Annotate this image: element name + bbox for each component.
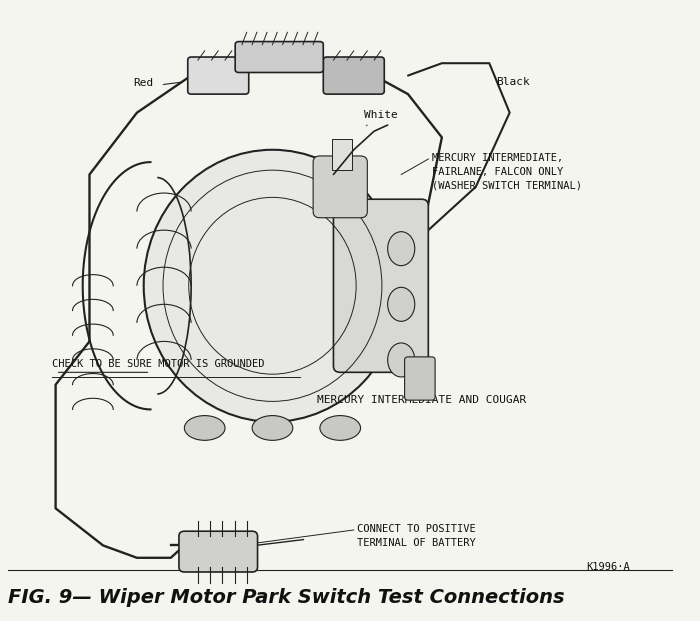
Text: Red: Red: [134, 78, 154, 88]
Text: K1996·A: K1996·A: [586, 562, 630, 572]
Ellipse shape: [388, 288, 415, 321]
Ellipse shape: [320, 415, 360, 440]
Ellipse shape: [388, 232, 415, 266]
Text: FIG. 9— Wiper Motor Park Switch Test Connections: FIG. 9— Wiper Motor Park Switch Test Con…: [8, 588, 565, 607]
Ellipse shape: [184, 415, 225, 440]
Ellipse shape: [144, 150, 401, 422]
Text: Black: Black: [496, 77, 530, 87]
Ellipse shape: [252, 415, 293, 440]
Text: MERCURY INTERMEDIATE AND COUGAR: MERCURY INTERMEDIATE AND COUGAR: [317, 395, 526, 405]
Text: White: White: [364, 110, 398, 120]
FancyBboxPatch shape: [313, 156, 368, 218]
FancyBboxPatch shape: [405, 357, 435, 400]
Ellipse shape: [388, 343, 415, 377]
FancyBboxPatch shape: [235, 42, 323, 73]
FancyBboxPatch shape: [179, 531, 258, 572]
FancyBboxPatch shape: [332, 139, 351, 170]
FancyBboxPatch shape: [188, 57, 248, 94]
Text: CONNECT TO POSITIVE
TERMINAL OF BATTERY: CONNECT TO POSITIVE TERMINAL OF BATTERY: [357, 524, 476, 548]
Text: CHECK TO BE SURE MOTOR IS GROUNDED: CHECK TO BE SURE MOTOR IS GROUNDED: [52, 359, 265, 369]
FancyBboxPatch shape: [333, 199, 428, 373]
Text: MERCURY INTERMEDIATE,
FAIRLANE, FALCON ONLY
(WASHER SWITCH TERMINAL): MERCURY INTERMEDIATE, FAIRLANE, FALCON O…: [432, 153, 582, 191]
FancyBboxPatch shape: [323, 57, 384, 94]
